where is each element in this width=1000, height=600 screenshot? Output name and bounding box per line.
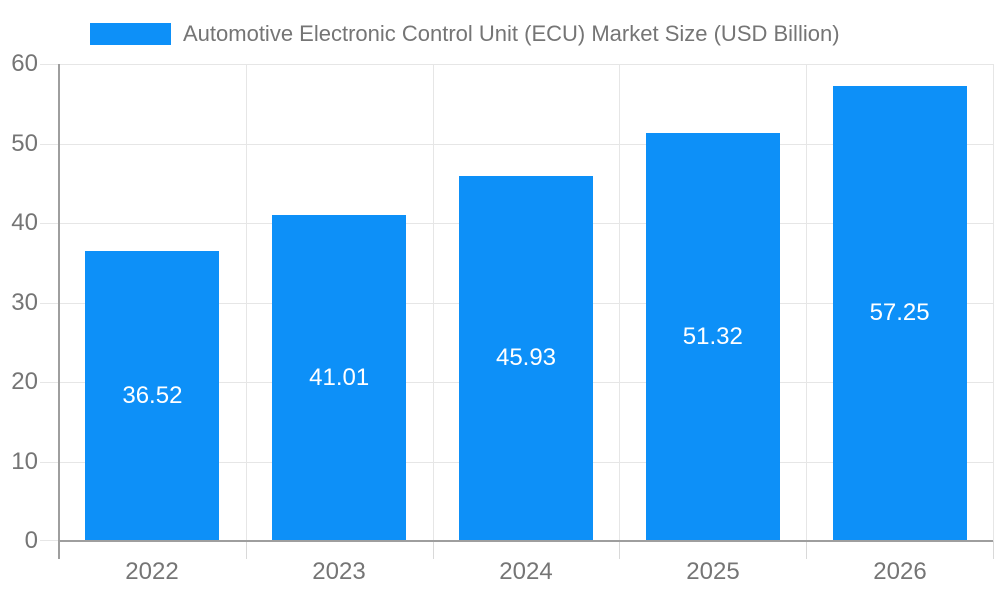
x-tick (993, 541, 994, 559)
x-axis-line (59, 540, 993, 542)
x-axis-label: 2023 (312, 558, 366, 585)
bar-value-label: 51.32 (682, 323, 743, 350)
y-axis-line (58, 64, 60, 559)
y-axis-label: 40 (11, 209, 38, 236)
x-axis-label: 2024 (499, 558, 553, 585)
y-axis-label: 50 (11, 130, 38, 157)
v-gridline (806, 64, 807, 541)
y-axis-label: 60 (11, 50, 38, 77)
y-tick (40, 540, 59, 541)
bar[interactable] (459, 176, 593, 541)
h-gridline (40, 64, 993, 65)
bar-value-label: 36.52 (122, 381, 183, 409)
x-axis-label: 2026 (873, 558, 927, 585)
v-gridline (433, 64, 434, 541)
y-axis-label: 0 (24, 527, 38, 554)
x-tick (806, 541, 807, 559)
x-axis-label: 2025 (686, 558, 740, 585)
h-gridline (40, 144, 993, 145)
y-axis-label: 10 (11, 448, 38, 475)
bar-value-label: 57.25 (869, 299, 930, 327)
x-tick (433, 541, 434, 559)
v-gridline (993, 64, 994, 541)
y-axis-label: 20 (11, 368, 38, 395)
x-tick (619, 541, 620, 559)
bar-value-label: 41.01 (309, 363, 370, 391)
legend[interactable]: Automotive Electronic Control Unit (ECU)… (90, 21, 840, 47)
legend-swatch[interactable] (90, 23, 171, 45)
x-axis-label: 2022 (125, 558, 179, 585)
bar[interactable] (646, 133, 780, 541)
v-gridline (619, 64, 620, 541)
bar[interactable] (833, 86, 967, 541)
legend-label: Automotive Electronic Control Unit (ECU)… (183, 21, 840, 46)
y-axis-label: 30 (11, 289, 38, 316)
bar-value-label: 45.93 (495, 344, 557, 372)
x-tick (246, 541, 247, 559)
bar[interactable] (272, 215, 406, 541)
v-gridline (246, 64, 247, 541)
bar[interactable] (85, 251, 219, 541)
